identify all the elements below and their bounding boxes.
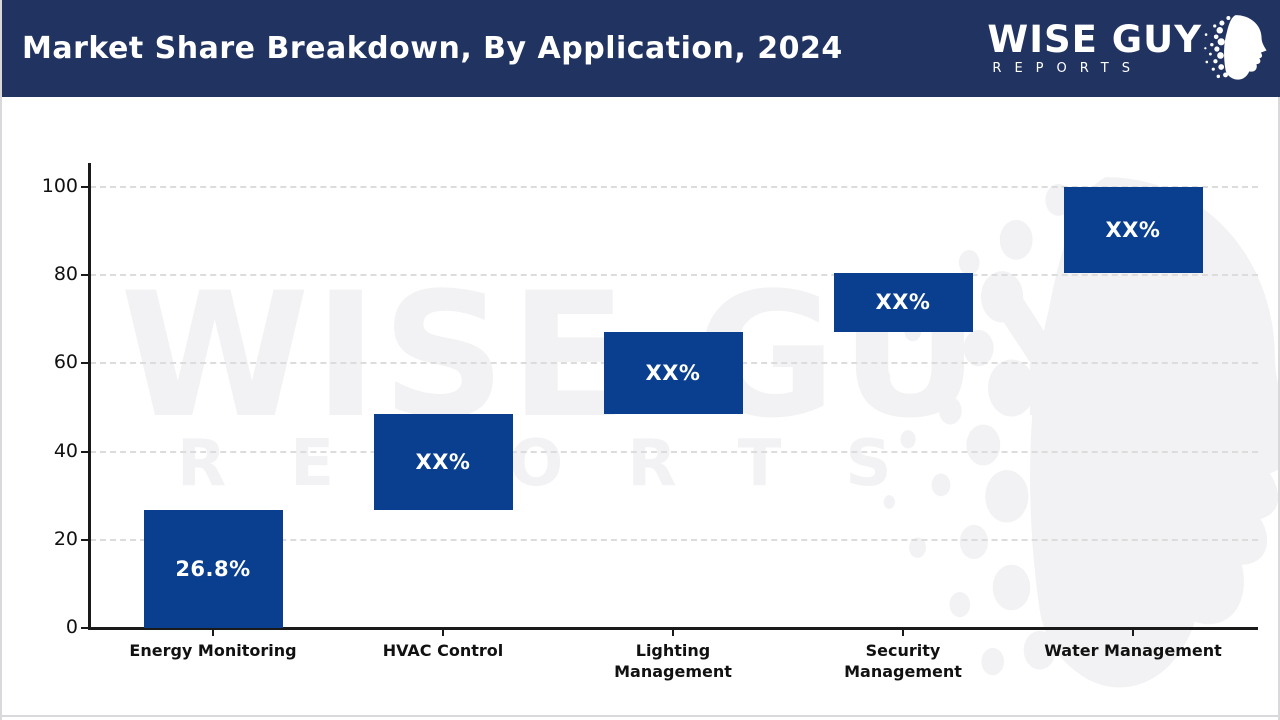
y-tick-label: 0 [65, 616, 78, 638]
y-axis-tick [81, 186, 89, 188]
y-axis-line [88, 163, 91, 630]
y-tick-label: 100 [41, 175, 78, 197]
bar-value-label: XX% [415, 449, 471, 474]
logo-text: WISE GUY REPORTS [987, 21, 1202, 76]
x-axis-tick [212, 629, 214, 636]
logo-head-icon [1202, 7, 1268, 91]
gridline [90, 450, 1258, 453]
y-tick-label: 60 [53, 351, 78, 374]
gridline [90, 186, 1258, 188]
bar-lighting-management: XX% [603, 332, 743, 415]
logo: WISE GUY REPORTS [987, 7, 1280, 91]
page-title: Market Share Breakdown, By Application, … [22, 31, 843, 66]
bar-value-label: 26.8% [175, 556, 251, 581]
y-tick-label: 20 [53, 527, 78, 550]
x-category-label: HVAC Control [382, 641, 504, 660]
bar-security-management: XX% [833, 272, 973, 333]
y-axis-tick [81, 274, 89, 277]
bottom-divider [2, 715, 1280, 717]
x-axis-tick [442, 629, 444, 636]
logo-wordmark: WISE GUY [987, 18, 1202, 61]
bar-water-management: XX% [1063, 187, 1203, 273]
x-category-label: Water Management [1044, 641, 1222, 660]
y-axis-tick [81, 450, 89, 453]
x-category-label: Energy Monitoring [129, 641, 297, 660]
logo-subtitle: REPORTS [992, 61, 1144, 76]
x-axis-tick [902, 629, 904, 636]
x-category-label: Lighting Management [614, 641, 732, 681]
x-axis-tick [1132, 629, 1134, 636]
bar-value-label: XX% [645, 361, 701, 386]
y-axis-tick [81, 362, 89, 365]
header-bar: Market Share Breakdown, By Application, … [2, 0, 1280, 97]
gridline [90, 274, 1258, 277]
x-axis-line [88, 627, 1258, 630]
bar-value-label: XX% [1105, 217, 1161, 242]
bar-value-label: XX% [875, 290, 931, 315]
y-axis-tick [81, 627, 89, 629]
y-tick-label: 40 [53, 439, 78, 462]
gridline [90, 538, 1258, 541]
y-axis-tick [81, 538, 89, 541]
x-category-label: Security Management [844, 641, 962, 681]
bar-energy-monitoring: 26.8% [143, 509, 283, 628]
bar-hvac-control: XX% [373, 414, 513, 510]
x-axis-tick [672, 629, 674, 636]
y-tick-label: 80 [53, 263, 78, 286]
